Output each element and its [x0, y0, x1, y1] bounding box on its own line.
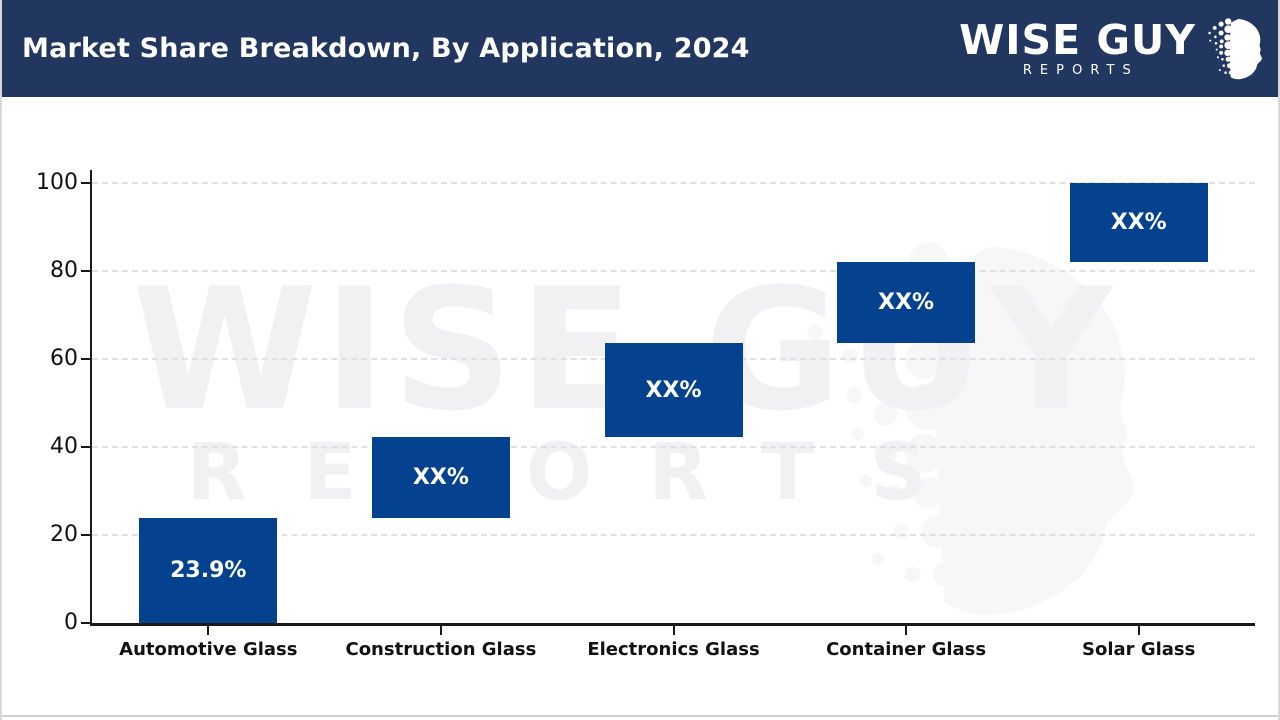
gridline-y-20: [92, 534, 1255, 536]
y-tick-label-60: 60: [50, 346, 78, 371]
gridline-y-80: [92, 270, 1255, 272]
plot-area: 0 20 40 60 80 100 23.9% Automotive Glass XX% Cons…: [36, 170, 1255, 660]
y-tick-mark-20: [81, 534, 90, 536]
y-tick-label-40: 40: [50, 434, 78, 459]
gridline-y-40: [92, 446, 1255, 448]
head-profile-icon: [1208, 17, 1262, 79]
y-tick-label-20: 20: [50, 522, 78, 547]
x-tick-mark-1: [439, 626, 442, 635]
bar-automotive-glass: 23.9%: [139, 517, 278, 623]
bar-value-label: XX%: [1110, 210, 1167, 236]
x-tick-mark-2: [672, 626, 675, 635]
gridline-y-100: [92, 182, 1255, 184]
wise-guy-logo: WISE GUY REPORTS: [959, 8, 1264, 90]
x-category-label-0: Automotive Glass: [119, 639, 298, 660]
header: Market Share Breakdown, By Application, …: [2, 0, 1278, 97]
x-tick-mark-0: [207, 626, 210, 635]
bar-construction-glass: XX%: [371, 437, 510, 518]
bar-electronics-glass: XX%: [604, 343, 743, 438]
bar-value-label: XX%: [412, 465, 469, 491]
watermark-subtitle: REPORTS: [187, 428, 983, 518]
logo-text: WISE GUY REPORTS: [959, 15, 1196, 78]
y-tick-label-0: 0: [64, 610, 78, 635]
y-tick-mark-60: [81, 358, 90, 360]
y-tick-mark-0: [81, 622, 90, 624]
x-category-label-4: Solar Glass: [1082, 639, 1196, 660]
y-tick-label-80: 80: [50, 258, 78, 283]
logo-subtitle: REPORTS: [1022, 62, 1139, 78]
x-tick-mark-3: [905, 626, 908, 635]
x-category-label-1: Construction Glass: [345, 639, 537, 660]
bar-value-label: XX%: [645, 377, 702, 403]
bar-value-label: XX%: [878, 290, 935, 316]
x-category-label-2: Electronics Glass: [587, 639, 760, 660]
y-tick-mark-100: [81, 182, 90, 184]
y-tick-label-100: 100: [36, 170, 78, 195]
y-tick-mark-80: [81, 270, 90, 272]
x-tick-mark-4: [1137, 626, 1140, 635]
x-category-label-3: Container Glass: [826, 639, 987, 660]
page-title: Market Share Breakdown, By Application, …: [22, 33, 750, 64]
bar-value-label: 23.9%: [170, 557, 247, 583]
bar-solar-glass: XX%: [1069, 183, 1208, 263]
logo-wordmark: WISE GUY: [959, 15, 1196, 64]
y-tick-mark-40: [81, 446, 90, 448]
bar-container-glass: XX%: [837, 262, 976, 344]
